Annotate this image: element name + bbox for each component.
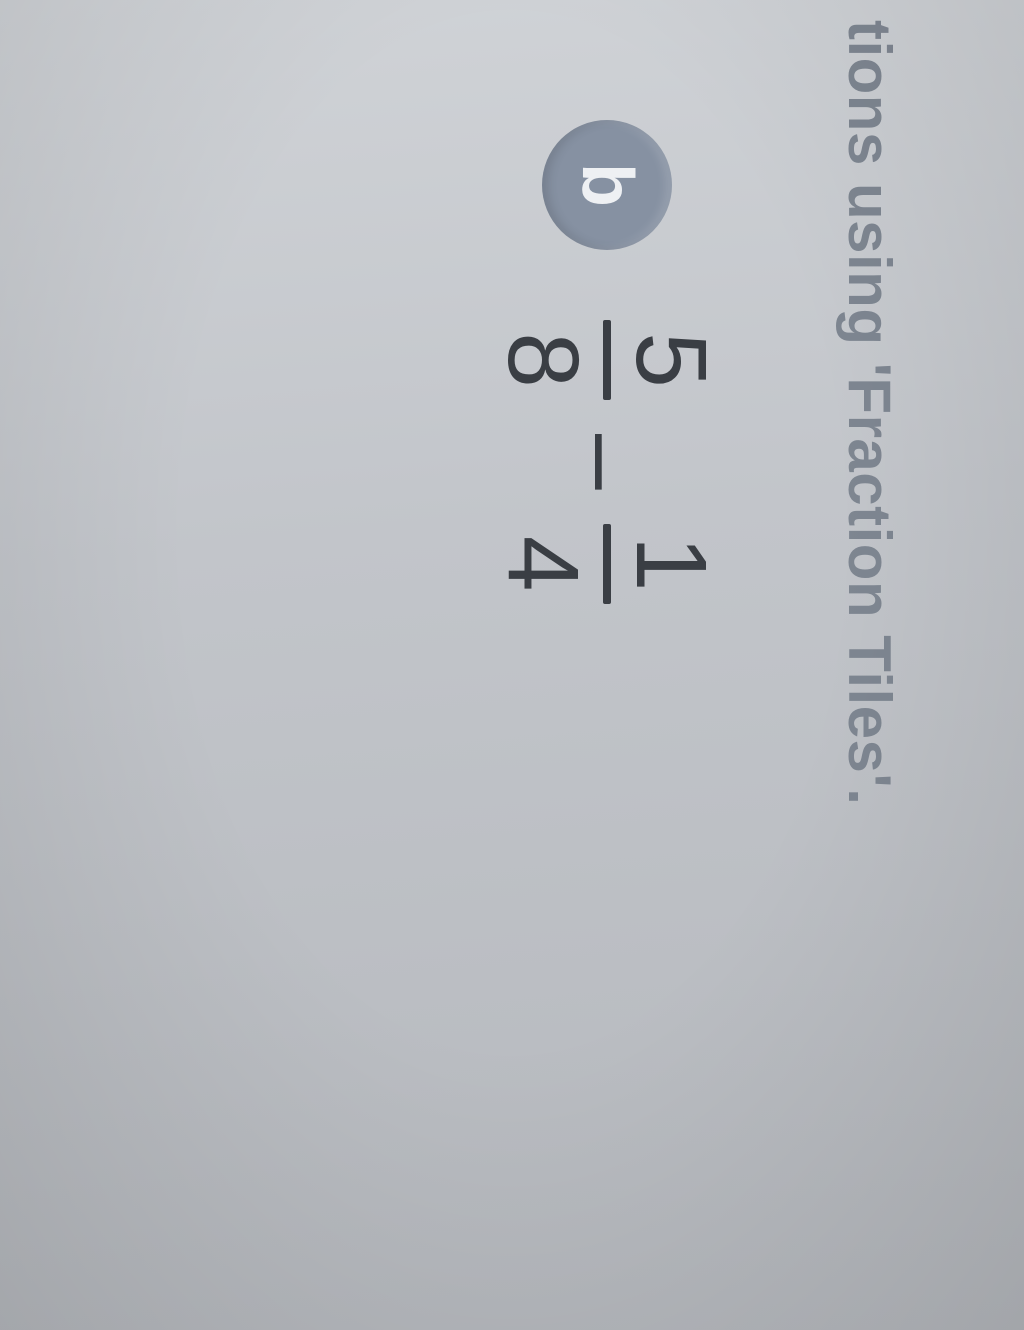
fraction-2: 1 4 xyxy=(489,524,725,604)
fraction-expression: 5 8 – 1 4 xyxy=(489,320,725,604)
fraction-1-denominator: 8 xyxy=(489,320,597,400)
fraction-2-bar xyxy=(603,524,611,604)
minus-operator: – xyxy=(550,428,665,496)
fraction-1: 5 8 xyxy=(489,320,725,400)
problem-badge-letter: b xyxy=(571,163,643,207)
problem-badge: b xyxy=(542,120,672,250)
problem-row: b 5 8 – 1 4 xyxy=(489,120,725,1270)
page-surface: tions using 'Fraction Tiles'. b 5 8 – 1 … xyxy=(0,0,1024,1330)
fraction-2-denominator: 4 xyxy=(489,524,597,604)
fraction-1-bar xyxy=(603,320,611,400)
fraction-1-numerator: 5 xyxy=(617,320,725,400)
rotated-content: tions using 'Fraction Tiles'. b 5 8 – 1 … xyxy=(0,0,1024,1330)
instruction-text: tions using 'Fraction Tiles'. xyxy=(835,20,904,1270)
fraction-2-numerator: 1 xyxy=(617,524,725,604)
